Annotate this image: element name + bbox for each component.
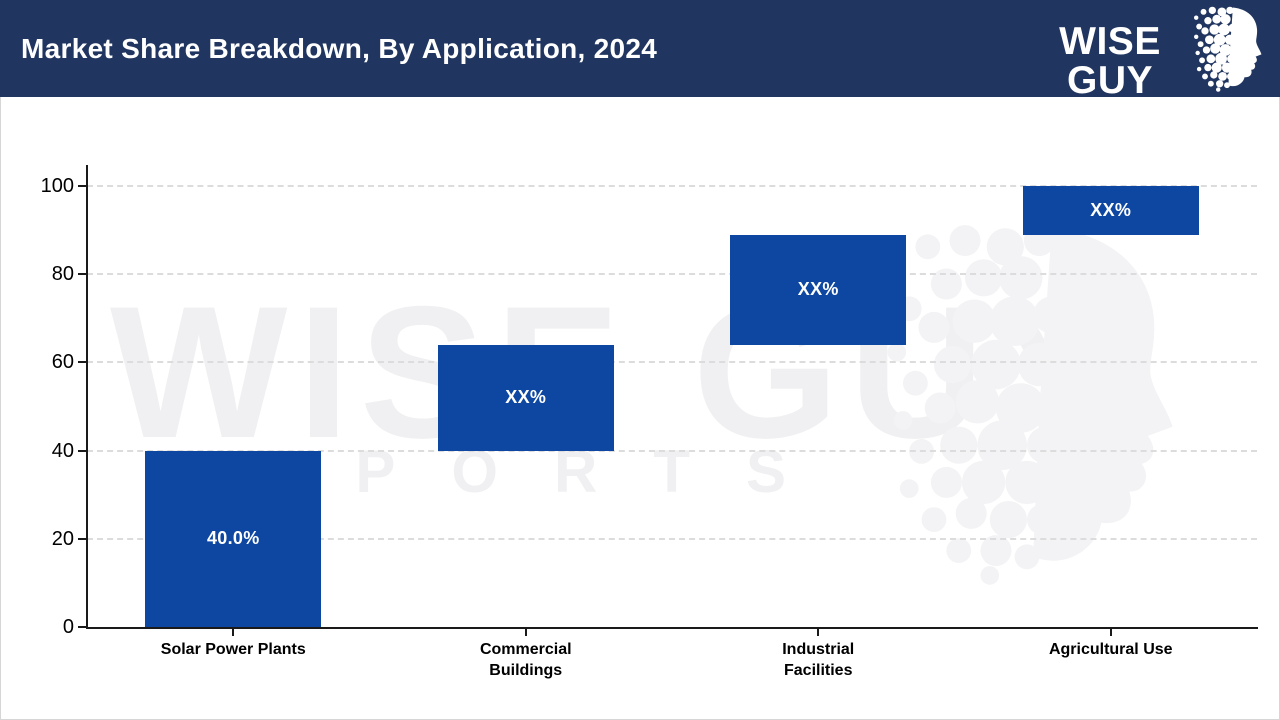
y-tick-label-80: 80 [51, 263, 74, 286]
y-tick-100 [78, 185, 86, 187]
x-tick [232, 629, 235, 636]
y-tick-label-40: 40 [51, 439, 74, 462]
x-axis-line [86, 627, 1258, 629]
bar-value-label: XX% [1090, 199, 1132, 220]
brand-logo: WISE GUY REPORTS [1016, 6, 1266, 119]
y-tick-label-20: 20 [51, 527, 74, 550]
x-tick [817, 629, 820, 636]
bar-value-label: 40.0% [206, 528, 260, 549]
y-tick-60 [78, 361, 86, 364]
bar-value-label: XX% [505, 387, 547, 408]
y-tick-40 [78, 449, 86, 452]
bar-value-label: XX% [797, 279, 839, 300]
x-category-label: Agricultural Use [1048, 641, 1173, 658]
x-tick [524, 629, 527, 636]
bar-segment: XX% [1022, 186, 1199, 235]
gridline-20 [87, 537, 1257, 540]
bar-segment: XX% [730, 234, 907, 345]
y-tick-0 [78, 626, 86, 628]
page-title: Market Share Breakdown, By Application, … [21, 32, 658, 64]
gridline-100 [87, 185, 1257, 187]
x-tick [1109, 629, 1112, 636]
header-bar: Market Share Breakdown, By Application, … [0, 0, 1280, 119]
y-tick-label-0: 0 [62, 616, 74, 638]
gridline-60 [87, 361, 1257, 364]
y-tick-80 [78, 273, 86, 276]
x-category-label: Solar Power Plants [160, 641, 306, 658]
brand-name: WISE GUY [1059, 20, 1161, 102]
y-tick-20 [78, 537, 86, 540]
y-tick-label-100: 100 [40, 175, 74, 197]
y-axis-line [86, 165, 88, 629]
y-tick-label-60: 60 [51, 351, 74, 374]
gridline-40 [87, 449, 1257, 452]
bar-segment: XX% [437, 344, 614, 451]
brand-subname: REPORTS [1043, 103, 1188, 119]
gridline-80 [87, 273, 1257, 276]
x-category-label: Commercial Buildings [479, 641, 572, 679]
brand-logo-text: WISE GUY REPORTS [1016, 22, 1204, 119]
x-category-label: Industrial Facilities [782, 641, 855, 679]
bar-segment: 40.0% [145, 450, 322, 627]
